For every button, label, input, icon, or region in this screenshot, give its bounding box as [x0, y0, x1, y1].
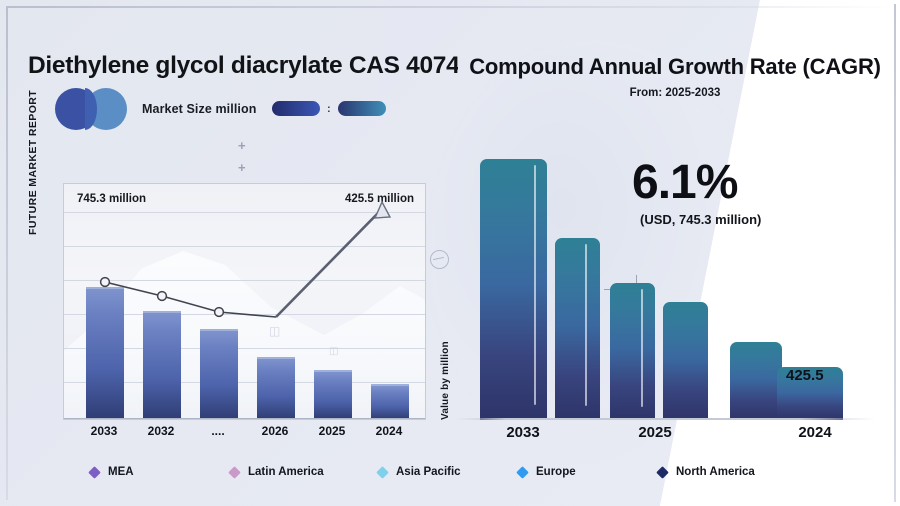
cagr-value: 6.1% [632, 156, 738, 209]
legend-item-north-america[interactable]: North America [656, 465, 755, 479]
cagr-title: Compound Annual Growth Rate (CAGR) [469, 54, 881, 79]
left-xlabel-3: 2026 [261, 424, 289, 438]
pill-legend: : [272, 101, 386, 116]
left-chart-label-start: 745.3 million [77, 193, 147, 205]
cagr-subtitle: From: 2025-2033 [629, 87, 721, 99]
right-xlabel-1: 2025 [638, 424, 672, 441]
left-chart-label-end: 425.5 million [344, 193, 414, 205]
plus-mark-2: + [238, 160, 246, 175]
legend-item-latin-america[interactable]: Latin America [228, 465, 324, 479]
left-chart-baseline [64, 418, 425, 419]
pill-separator: : [327, 102, 331, 115]
right-bar-2025 [610, 283, 655, 420]
legend-label-latin-america: Latin America [248, 466, 324, 478]
frame-top-border [6, 6, 894, 8]
right-xlabel-0: 2033 [506, 424, 540, 441]
right-xlabel-2: 2024 [798, 424, 832, 441]
watermark-icon-1: ◫ [269, 324, 281, 338]
left-chart: 745.3 million 425.5 million ◫ ◫ [63, 183, 426, 420]
left-chart-trend-line [99, 200, 392, 318]
legend-dot-latin-america [228, 465, 241, 479]
legend-dot-europe [516, 465, 529, 479]
left-xlabel-0: 2033 [90, 424, 118, 438]
left-xlabel-4: 2025 [318, 424, 346, 438]
right-chart [455, 0, 875, 420]
right-bar-2033 [480, 159, 547, 420]
left-chart-x-axis: 2033 2032 .... 2026 2025 2024 [63, 424, 426, 446]
pill-swatch-secondary [337, 101, 386, 116]
legend-label-north-america: North America [676, 466, 755, 478]
left-chart-y-axis-label: FUTURE MARKET REPORT [27, 89, 39, 235]
left-bar-2033 [86, 287, 124, 419]
page-title: Diethylene glycol diacrylate CAS 4074… [28, 52, 458, 79]
cagr-note: (USD, 745.3 million) [640, 212, 762, 227]
left-bar-2026 [257, 357, 295, 419]
frame-left-border [6, 6, 8, 500]
brand-label: Market Size million [142, 102, 257, 116]
brand-block: Market Size million [55, 88, 256, 130]
right-chart-baseline [455, 418, 875, 420]
right-bar-2024-b [777, 367, 843, 420]
left-bar-2024 [371, 384, 409, 419]
legend-label-asia-pacific: Asia Pacific [396, 466, 461, 478]
legend-item-mea[interactable]: MEA [88, 465, 134, 479]
right-chart-data-label: 425.5 [786, 367, 824, 384]
watermark-icon-2: ◫ [329, 346, 339, 357]
legend-label-mea: MEA [108, 466, 134, 478]
left-xlabel-5: 2024 [375, 424, 403, 438]
legend-label-europe: Europe [536, 466, 576, 478]
right-bar-2033-b [555, 238, 600, 420]
right-bar-2025-b [663, 302, 708, 420]
right-bar-2024 [730, 342, 782, 420]
minus-circle-icon [430, 250, 449, 269]
legend: MEA Latin America Asia Pacific Europe No… [78, 465, 818, 488]
left-bar-dots [200, 329, 238, 419]
venn-two-circles-icon [55, 88, 130, 130]
plus-mark-1: + [238, 138, 246, 153]
right-chart-y-axis-label: Value by million [440, 341, 451, 420]
legend-item-europe[interactable]: Europe [516, 465, 576, 479]
legend-dot-asia-pacific [376, 465, 389, 479]
legend-dot-north-america [656, 465, 669, 479]
frame-right-border [894, 4, 896, 502]
left-xlabel-2: .... [211, 424, 225, 438]
left-xlabel-1: 2032 [147, 424, 175, 438]
left-bar-2032 [143, 311, 181, 419]
legend-dot-mea [88, 465, 101, 479]
left-bar-2025 [314, 370, 352, 419]
legend-item-asia-pacific[interactable]: Asia Pacific [376, 465, 461, 479]
pill-swatch-primary [272, 101, 320, 116]
